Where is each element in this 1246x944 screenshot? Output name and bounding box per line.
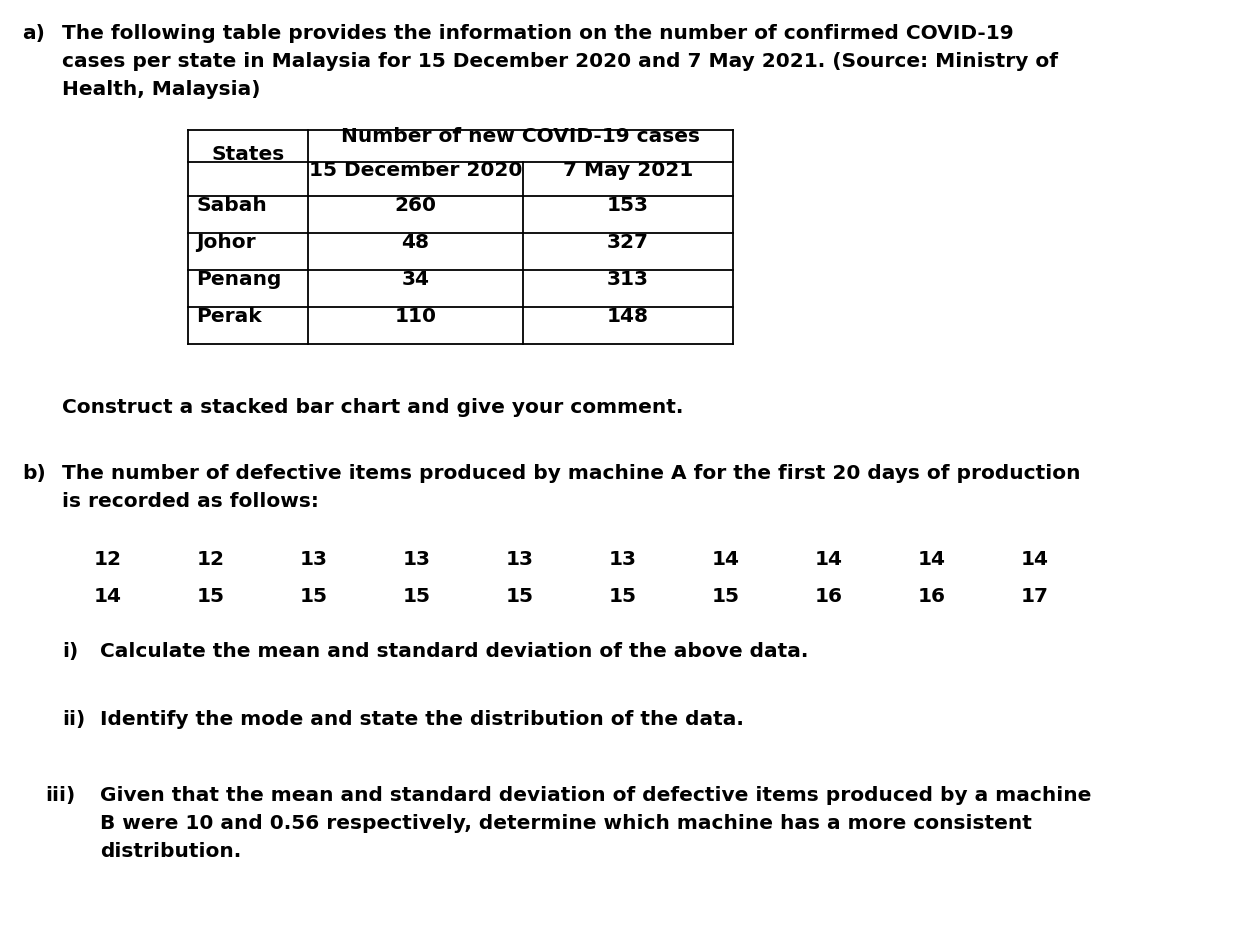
Text: Penang: Penang <box>196 270 282 289</box>
Text: 327: 327 <box>607 233 649 252</box>
Text: 17: 17 <box>1020 587 1049 606</box>
Text: 14: 14 <box>93 587 122 606</box>
Text: Johor: Johor <box>196 233 255 252</box>
Text: 13: 13 <box>402 550 431 569</box>
Text: 12: 12 <box>93 550 122 569</box>
Text: States: States <box>212 144 284 163</box>
Text: Construct a stacked bar chart and give your comment.: Construct a stacked bar chart and give y… <box>62 398 683 417</box>
Text: Given that the mean and standard deviation of defective items produced by a mach: Given that the mean and standard deviati… <box>100 786 1091 805</box>
Text: 14: 14 <box>711 550 740 569</box>
Text: 15: 15 <box>506 587 535 606</box>
Text: Number of new COVID-19 cases: Number of new COVID-19 cases <box>341 127 700 146</box>
Text: iii): iii) <box>45 786 75 805</box>
Text: Sabah: Sabah <box>196 196 267 215</box>
Text: Perak: Perak <box>196 307 262 326</box>
Text: 14: 14 <box>1020 550 1049 569</box>
Text: 7 May 2021: 7 May 2021 <box>563 160 693 179</box>
Text: The following table provides the information on the number of confirmed COVID-19: The following table provides the informa… <box>62 24 1014 43</box>
Text: 148: 148 <box>607 307 649 326</box>
Text: 260: 260 <box>395 196 436 215</box>
Text: 14: 14 <box>918 550 946 569</box>
Text: 110: 110 <box>395 307 436 326</box>
Text: Health, Malaysia): Health, Malaysia) <box>62 80 260 99</box>
Text: 12: 12 <box>197 550 226 569</box>
Text: 16: 16 <box>815 587 844 606</box>
Text: The number of defective items produced by machine A for the first 20 days of pro: The number of defective items produced b… <box>62 464 1080 483</box>
Text: cases per state in Malaysia for 15 December 2020 and 7 May 2021. (Source: Minist: cases per state in Malaysia for 15 Decem… <box>62 52 1058 71</box>
Text: 15: 15 <box>711 587 740 606</box>
Text: 13: 13 <box>609 550 637 569</box>
Text: 15 December 2020: 15 December 2020 <box>309 160 522 179</box>
Text: 15: 15 <box>300 587 328 606</box>
Text: Identify the mode and state the distribution of the data.: Identify the mode and state the distribu… <box>100 710 744 729</box>
Text: 15: 15 <box>197 587 226 606</box>
Text: 153: 153 <box>607 196 649 215</box>
Text: 15: 15 <box>402 587 431 606</box>
Text: 13: 13 <box>506 550 535 569</box>
Text: 48: 48 <box>401 233 430 252</box>
Text: 313: 313 <box>607 270 649 289</box>
Text: Calculate the mean and standard deviation of the above data.: Calculate the mean and standard deviatio… <box>100 642 809 661</box>
Text: b): b) <box>22 464 46 483</box>
Text: 14: 14 <box>815 550 844 569</box>
Text: ii): ii) <box>62 710 85 729</box>
Text: i): i) <box>62 642 78 661</box>
Text: 13: 13 <box>300 550 328 569</box>
Text: distribution.: distribution. <box>100 842 242 861</box>
Text: 15: 15 <box>609 587 637 606</box>
Text: B were 10 and 0.56 respectively, determine which machine has a more consistent: B were 10 and 0.56 respectively, determi… <box>100 814 1032 833</box>
Text: is recorded as follows:: is recorded as follows: <box>62 492 319 511</box>
Text: 16: 16 <box>918 587 946 606</box>
Text: 34: 34 <box>401 270 430 289</box>
Text: a): a) <box>22 24 45 43</box>
